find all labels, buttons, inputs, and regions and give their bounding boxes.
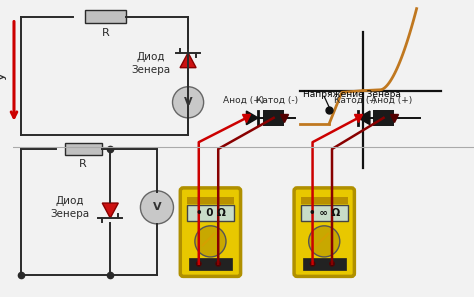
Bar (301, 197, 347, 204)
Text: Катод (-): Катод (-) (334, 96, 376, 105)
Text: Анод (+): Анод (+) (223, 96, 264, 105)
FancyBboxPatch shape (294, 188, 355, 277)
Circle shape (329, 261, 335, 267)
Circle shape (197, 262, 200, 265)
Text: Напряжение Зенера: Напряжение Зенера (303, 90, 401, 99)
Circle shape (310, 261, 316, 267)
Text: Диод
Зенера: Диод Зенера (132, 52, 171, 75)
Circle shape (173, 87, 204, 118)
FancyBboxPatch shape (301, 206, 347, 221)
FancyBboxPatch shape (180, 188, 241, 277)
Text: У: У (0, 72, 10, 80)
Text: V: V (184, 97, 192, 107)
FancyBboxPatch shape (64, 143, 101, 155)
Text: • ∞ Ω: • ∞ Ω (309, 208, 340, 218)
Bar (187, 197, 234, 204)
Bar (189, 258, 232, 270)
Circle shape (309, 226, 340, 257)
FancyBboxPatch shape (85, 10, 126, 23)
Text: R: R (79, 159, 87, 169)
Text: • 0 Ω: • 0 Ω (195, 208, 225, 218)
Polygon shape (102, 203, 118, 218)
Text: Диод
Зенера: Диод Зенера (50, 196, 89, 219)
Circle shape (195, 226, 226, 257)
Text: Катод (-): Катод (-) (256, 96, 299, 105)
Text: R: R (101, 29, 109, 38)
Bar (263, 110, 284, 126)
Text: Анод (+): Анод (+) (371, 96, 412, 105)
Bar (373, 110, 394, 126)
Circle shape (217, 262, 219, 265)
Text: V: V (153, 202, 161, 212)
Polygon shape (358, 111, 370, 125)
FancyBboxPatch shape (187, 206, 234, 221)
Circle shape (311, 262, 314, 265)
Circle shape (215, 261, 221, 267)
Circle shape (330, 262, 334, 265)
Polygon shape (180, 53, 196, 68)
Polygon shape (246, 111, 258, 125)
Bar (303, 258, 346, 270)
Circle shape (196, 261, 202, 267)
Circle shape (140, 191, 173, 224)
